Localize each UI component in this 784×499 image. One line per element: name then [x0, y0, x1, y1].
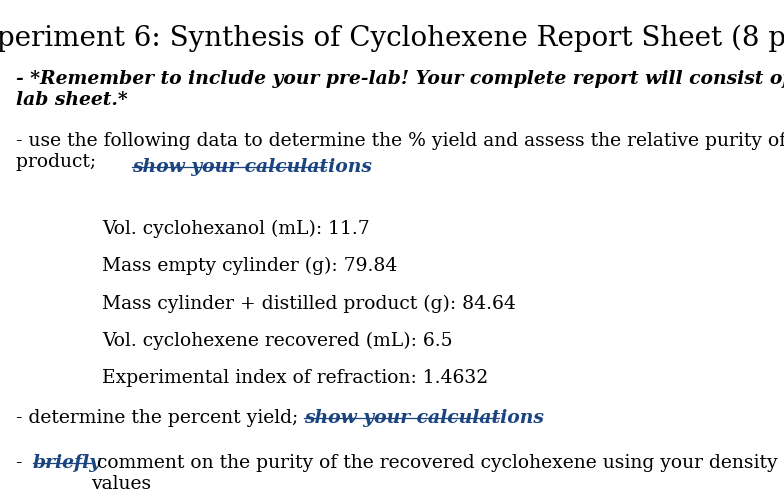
Text: Mass empty cylinder (g): 79.84: Mass empty cylinder (g): 79.84	[102, 257, 397, 275]
Text: Mass cylinder + distilled product (g): 84.64: Mass cylinder + distilled product (g): 8…	[102, 294, 516, 313]
Text: Experiment 6: Synthesis of Cyclohexene Report Sheet (8 pts): Experiment 6: Synthesis of Cyclohexene R…	[0, 25, 784, 52]
Text: Vol. cyclohexene recovered (mL): 6.5: Vol. cyclohexene recovered (mL): 6.5	[102, 332, 452, 350]
Text: Experimental index of refraction: 1.4632: Experimental index of refraction: 1.4632	[102, 369, 488, 387]
Text: - use the following data to determine the % yield and assess the relative purity: - use the following data to determine th…	[16, 132, 784, 171]
Text: show your calculations: show your calculations	[304, 409, 544, 427]
Text: -: -	[16, 454, 28, 472]
Text: show your calculations: show your calculations	[132, 158, 372, 176]
Text: briefly: briefly	[33, 454, 101, 472]
Text: - determine the percent yield;: - determine the percent yield;	[16, 409, 304, 427]
Text: - *Remember to include your pre-lab! Your complete report will consist of the pr: - *Remember to include your pre-lab! You…	[16, 70, 784, 109]
Text: comment on the purity of the recovered cyclohexene using your density and refrac: comment on the purity of the recovered c…	[91, 454, 784, 493]
Text: Vol. cyclohexanol (mL): 11.7: Vol. cyclohexanol (mL): 11.7	[102, 220, 370, 238]
